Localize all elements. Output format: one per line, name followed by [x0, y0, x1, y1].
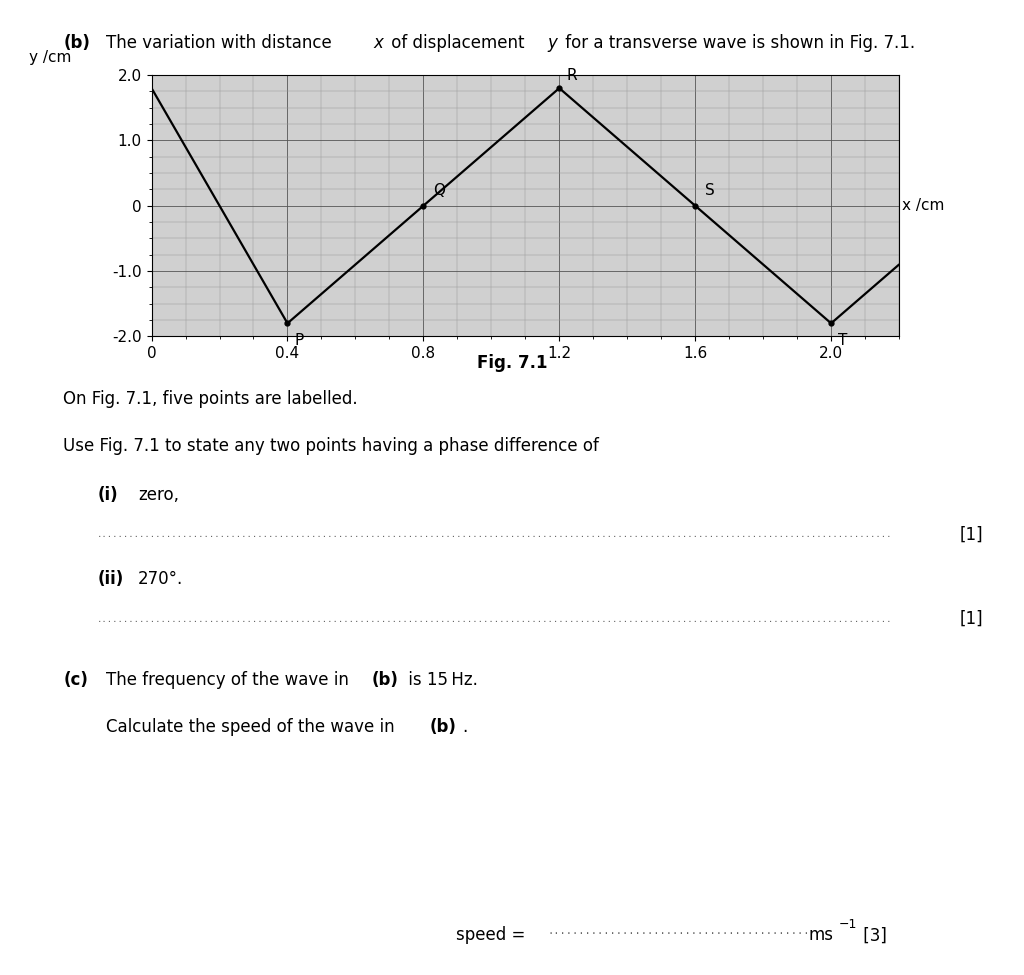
Text: ................................................................................: ........................................…: [97, 530, 893, 539]
Text: y: y: [548, 34, 558, 52]
Text: The frequency of the wave in: The frequency of the wave in: [106, 671, 354, 688]
Text: ................................................................................: ........................................…: [97, 614, 893, 624]
Text: y /cm: y /cm: [30, 50, 72, 64]
Text: is 15 Hz.: is 15 Hz.: [403, 671, 478, 688]
Text: .: .: [462, 718, 467, 735]
Text: Q: Q: [433, 183, 445, 198]
Text: [3]: [3]: [858, 926, 887, 944]
Text: for a transverse wave is shown in Fig. 7.1.: for a transverse wave is shown in Fig. 7…: [560, 34, 915, 52]
Text: Calculate the speed of the wave in: Calculate the speed of the wave in: [106, 718, 400, 735]
Text: x: x: [374, 34, 384, 52]
Text: (b): (b): [63, 34, 90, 52]
Text: S: S: [706, 183, 715, 198]
Text: T: T: [838, 333, 847, 348]
Text: [1]: [1]: [959, 609, 983, 628]
Text: speed =: speed =: [456, 926, 530, 944]
Text: [1]: [1]: [959, 526, 983, 543]
Text: ..........................................: ........................................…: [548, 926, 810, 936]
Text: (ii): (ii): [97, 570, 124, 588]
Text: (c): (c): [63, 671, 88, 688]
Text: (b): (b): [430, 718, 457, 735]
Text: zero,: zero,: [138, 486, 179, 504]
Text: Use Fig. 7.1 to state any two points having a phase difference of: Use Fig. 7.1 to state any two points hav…: [63, 437, 599, 454]
Text: (b): (b): [372, 671, 398, 688]
Text: 270°.: 270°.: [138, 570, 183, 588]
Text: P: P: [294, 333, 303, 348]
Text: (i): (i): [97, 486, 118, 504]
Text: The variation with distance: The variation with distance: [106, 34, 338, 52]
Text: x /cm: x /cm: [902, 198, 945, 214]
Text: Fig. 7.1: Fig. 7.1: [477, 354, 547, 371]
Text: ms: ms: [809, 926, 834, 944]
Text: R: R: [566, 68, 577, 83]
Text: of displacement: of displacement: [386, 34, 529, 52]
Text: −1: −1: [839, 918, 857, 931]
Text: On Fig. 7.1, five points are labelled.: On Fig. 7.1, five points are labelled.: [63, 390, 358, 408]
